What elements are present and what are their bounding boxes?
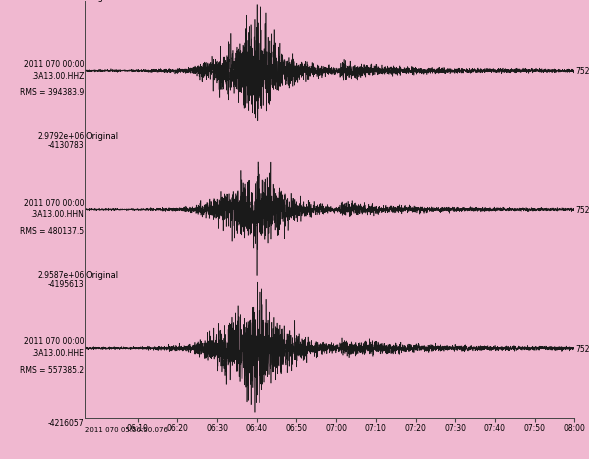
Text: 2011 070 00:00: 2011 070 00:00: [24, 337, 84, 346]
Text: RMS = 480137.5: RMS = 480137.5: [20, 227, 84, 235]
Text: Original: Original: [85, 0, 118, 2]
Text: Original: Original: [85, 270, 118, 279]
Text: .3A13.00.HHN: .3A13.00.HHN: [31, 210, 84, 219]
Text: -4130783: -4130783: [48, 141, 84, 150]
Text: 752: 752: [575, 344, 589, 353]
Text: 752: 752: [575, 206, 589, 214]
Text: .3A13.00.HHZ: .3A13.00.HHZ: [31, 72, 84, 80]
Text: -4195613: -4195613: [48, 279, 84, 288]
Text: Original: Original: [85, 132, 118, 141]
Text: 752: 752: [575, 67, 589, 76]
Text: -4216057: -4216057: [48, 418, 84, 427]
Text: 2011 070 05:56:50.076: 2011 070 05:56:50.076: [85, 426, 168, 432]
Text: 2.9792e+06: 2.9792e+06: [37, 132, 84, 141]
Text: 3.044e+06: 3.044e+06: [42, 0, 84, 2]
Text: RMS = 557385.2: RMS = 557385.2: [20, 365, 84, 374]
Text: 2011 070 00:00: 2011 070 00:00: [24, 60, 84, 69]
Text: 2011 070 00:00: 2011 070 00:00: [24, 198, 84, 207]
Text: 2.9587e+06: 2.9587e+06: [37, 270, 84, 279]
Text: .3A13.00.HHE: .3A13.00.HHE: [32, 348, 84, 358]
Text: RMS = 394383.9: RMS = 394383.9: [20, 88, 84, 97]
